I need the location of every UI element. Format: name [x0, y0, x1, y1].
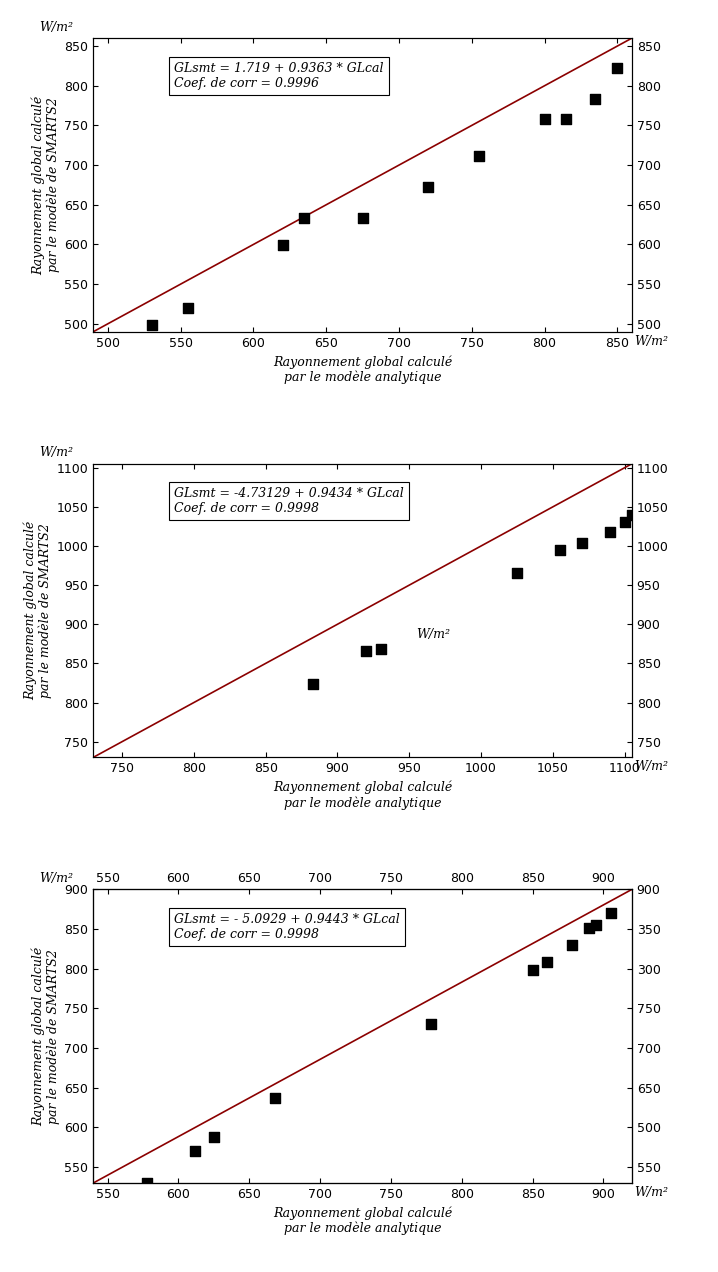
Point — [561, 109, 572, 130]
Y-axis label: Rayonnement global calculé
par le modèle de SMARTS2: Rayonnement global calculé par le modèle… — [24, 522, 52, 700]
Point — [541, 953, 553, 973]
Point — [146, 315, 157, 336]
Point — [473, 146, 485, 167]
Y-axis label: Rayonnement global calculé
par le modèle de SMARTS2: Rayonnement global calculé par le modèle… — [31, 95, 60, 275]
Point — [626, 505, 638, 525]
X-axis label: Rayonnement global calculé
par le modèle analytique: Rayonnement global calculé par le modèle… — [273, 355, 452, 384]
Point — [554, 539, 566, 560]
Point — [567, 935, 578, 955]
Point — [375, 639, 386, 659]
Point — [619, 513, 630, 533]
Point — [612, 59, 623, 79]
Point — [357, 209, 368, 229]
X-axis label: Rayonnement global calculé
par le modèle analytique: Rayonnement global calculé par le modèle… — [273, 781, 452, 810]
Point — [422, 177, 434, 197]
X-axis label: Rayonnement global calculé
par le modèle analytique: Rayonnement global calculé par le modèle… — [273, 1206, 452, 1235]
Point — [527, 960, 538, 981]
Point — [360, 641, 372, 661]
Point — [576, 533, 587, 553]
Point — [141, 1173, 153, 1193]
Point — [584, 917, 595, 937]
Point — [164, 753, 175, 773]
Point — [589, 89, 601, 109]
Point — [277, 235, 289, 256]
Point — [208, 1127, 220, 1147]
Text: W/m²: W/m² — [39, 873, 73, 885]
Text: W/m²: W/m² — [635, 761, 668, 773]
Text: GLsmt = - 5.0929 + 0.9443 * GLcal
Coef. de corr = 0.9998: GLsmt = - 5.0929 + 0.9443 * GLcal Coef. … — [174, 913, 400, 941]
Y-axis label: Rayonnement global calculé
par le modèle de SMARTS2: Rayonnement global calculé par le modèle… — [31, 946, 60, 1126]
Text: GLsmt = -4.73129 + 0.9434 * GLcal
Coef. de corr = 0.9998: GLsmt = -4.73129 + 0.9434 * GLcal Coef. … — [174, 487, 404, 515]
Point — [425, 1014, 437, 1034]
Point — [538, 109, 550, 130]
Point — [269, 1088, 281, 1108]
Point — [591, 915, 602, 935]
Point — [182, 298, 194, 318]
Text: W/m²: W/m² — [39, 446, 73, 459]
Text: W/m²: W/m² — [39, 20, 73, 34]
Text: W/m²: W/m² — [416, 627, 450, 641]
Text: W/m²: W/m² — [635, 1186, 668, 1199]
Point — [605, 522, 616, 542]
Point — [605, 903, 616, 923]
Point — [307, 674, 319, 695]
Text: W/m²: W/m² — [635, 335, 668, 347]
Point — [511, 562, 523, 583]
Point — [190, 1141, 201, 1161]
Text: GLsmt = 1.719 + 0.9363 * GLcal
Coef. de corr = 0.9996: GLsmt = 1.719 + 0.9363 * GLcal Coef. de … — [174, 61, 383, 89]
Point — [299, 209, 310, 229]
